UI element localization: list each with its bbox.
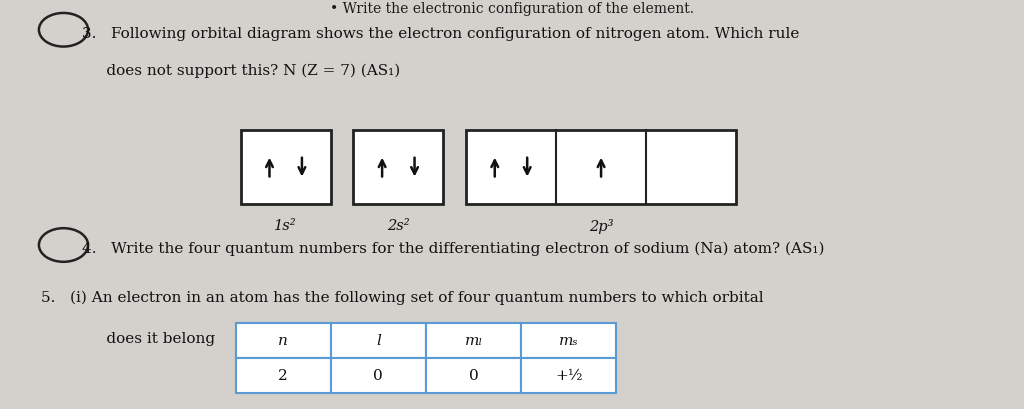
Bar [236, 358, 331, 393]
Text: mₗ: mₗ [465, 333, 482, 348]
Text: 1s²: 1s² [274, 219, 297, 233]
Bar [466, 131, 736, 204]
Text: does it belong: does it belong [82, 331, 215, 345]
Text: 2: 2 [279, 368, 288, 382]
Bar [521, 323, 616, 358]
Bar [353, 131, 443, 204]
Text: 5.   (i) An electron in an atom has the following set of four quantum numbers to: 5. (i) An electron in an atom has the fo… [41, 290, 764, 305]
Bar [521, 358, 616, 393]
Text: l: l [376, 333, 381, 348]
Bar [236, 323, 331, 358]
Text: 2s²: 2s² [387, 219, 410, 233]
Bar [426, 358, 521, 393]
Text: +½: +½ [555, 368, 583, 382]
Text: 2p³: 2p³ [589, 219, 613, 234]
Bar [426, 323, 521, 358]
Text: 4.   Write the four quantum numbers for the differentiating electron of sodium (: 4. Write the four quantum numbers for th… [82, 241, 824, 256]
Text: 3.   Following orbital diagram shows the electron configuration of nitrogen atom: 3. Following orbital diagram shows the e… [82, 27, 800, 40]
Bar [241, 131, 331, 204]
Text: • Write the electronic configuration of the element.: • Write the electronic configuration of … [330, 2, 694, 16]
Text: does not support this? N (Z = 7) (AS₁): does not support this? N (Z = 7) (AS₁) [82, 63, 400, 78]
Text: n: n [279, 333, 288, 348]
Text: 0: 0 [374, 368, 383, 382]
Text: 0: 0 [469, 368, 478, 382]
Text: mₛ: mₛ [559, 333, 579, 348]
Bar [331, 358, 426, 393]
Bar [331, 323, 426, 358]
